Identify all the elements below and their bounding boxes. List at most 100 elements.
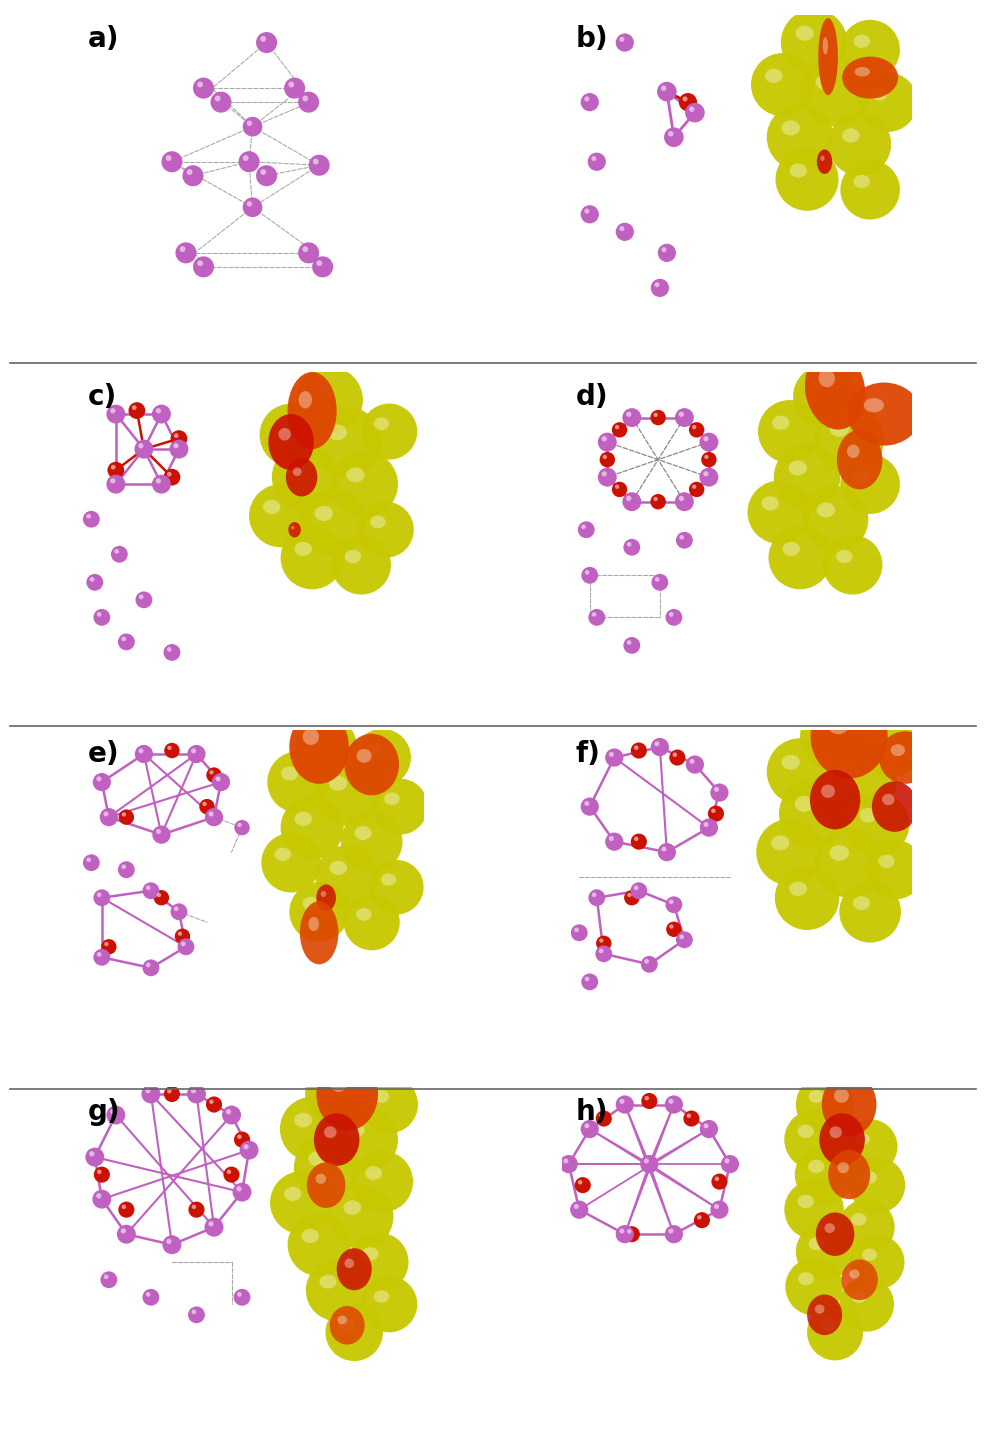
Ellipse shape bbox=[796, 1223, 853, 1281]
Circle shape bbox=[87, 574, 104, 591]
Circle shape bbox=[234, 1289, 250, 1305]
Circle shape bbox=[298, 91, 319, 113]
Ellipse shape bbox=[299, 391, 312, 408]
Ellipse shape bbox=[858, 73, 917, 132]
Ellipse shape bbox=[314, 1114, 360, 1166]
Ellipse shape bbox=[837, 430, 882, 489]
Ellipse shape bbox=[294, 1112, 312, 1127]
Circle shape bbox=[171, 430, 187, 447]
Circle shape bbox=[188, 1202, 204, 1218]
Circle shape bbox=[624, 890, 640, 906]
Ellipse shape bbox=[810, 770, 861, 829]
Ellipse shape bbox=[289, 881, 349, 941]
Ellipse shape bbox=[351, 1151, 413, 1212]
Ellipse shape bbox=[854, 174, 870, 189]
Ellipse shape bbox=[795, 1144, 855, 1204]
Circle shape bbox=[592, 613, 597, 617]
Ellipse shape bbox=[259, 404, 322, 466]
Circle shape bbox=[699, 468, 719, 486]
Circle shape bbox=[701, 452, 717, 468]
Ellipse shape bbox=[882, 794, 894, 806]
Circle shape bbox=[138, 443, 144, 449]
Ellipse shape bbox=[775, 865, 839, 929]
Circle shape bbox=[605, 832, 623, 851]
Circle shape bbox=[669, 925, 673, 929]
Circle shape bbox=[700, 819, 718, 836]
Ellipse shape bbox=[847, 382, 921, 446]
Ellipse shape bbox=[280, 1096, 344, 1162]
Ellipse shape bbox=[356, 908, 372, 921]
Circle shape bbox=[619, 227, 624, 231]
Ellipse shape bbox=[872, 781, 917, 832]
Ellipse shape bbox=[761, 497, 779, 511]
Circle shape bbox=[114, 549, 119, 553]
Ellipse shape bbox=[324, 1127, 336, 1138]
Circle shape bbox=[615, 33, 634, 52]
Circle shape bbox=[692, 425, 696, 430]
Circle shape bbox=[662, 847, 667, 851]
Circle shape bbox=[654, 497, 658, 501]
Circle shape bbox=[608, 752, 614, 756]
Ellipse shape bbox=[370, 515, 386, 529]
Circle shape bbox=[708, 806, 724, 822]
Circle shape bbox=[135, 745, 153, 764]
Circle shape bbox=[619, 1228, 624, 1234]
Circle shape bbox=[627, 1230, 631, 1234]
Ellipse shape bbox=[346, 1122, 365, 1138]
Circle shape bbox=[197, 81, 203, 87]
Circle shape bbox=[592, 155, 597, 161]
Circle shape bbox=[686, 1114, 691, 1118]
Circle shape bbox=[645, 1096, 649, 1101]
Circle shape bbox=[146, 886, 151, 890]
Circle shape bbox=[679, 534, 684, 540]
Ellipse shape bbox=[293, 468, 302, 476]
Circle shape bbox=[256, 166, 277, 186]
Circle shape bbox=[83, 854, 100, 871]
Circle shape bbox=[177, 938, 194, 955]
Ellipse shape bbox=[366, 743, 383, 756]
Ellipse shape bbox=[871, 732, 887, 745]
Ellipse shape bbox=[802, 486, 869, 553]
Ellipse shape bbox=[823, 534, 882, 594]
Circle shape bbox=[589, 889, 605, 906]
Ellipse shape bbox=[314, 759, 381, 826]
Ellipse shape bbox=[815, 1212, 855, 1256]
Circle shape bbox=[581, 205, 599, 224]
Circle shape bbox=[206, 1096, 222, 1112]
Ellipse shape bbox=[879, 855, 894, 868]
Ellipse shape bbox=[306, 1259, 368, 1321]
Ellipse shape bbox=[294, 1135, 358, 1199]
Ellipse shape bbox=[274, 848, 291, 861]
Circle shape bbox=[132, 405, 136, 409]
Circle shape bbox=[174, 906, 178, 912]
Ellipse shape bbox=[312, 383, 329, 398]
Circle shape bbox=[118, 861, 135, 878]
Ellipse shape bbox=[796, 1076, 853, 1133]
Circle shape bbox=[605, 748, 623, 767]
Circle shape bbox=[631, 742, 647, 758]
Circle shape bbox=[651, 409, 666, 425]
Circle shape bbox=[694, 1212, 710, 1228]
Circle shape bbox=[163, 1236, 181, 1255]
Circle shape bbox=[703, 822, 709, 828]
Ellipse shape bbox=[784, 1180, 844, 1240]
Ellipse shape bbox=[261, 833, 320, 893]
Circle shape bbox=[676, 531, 693, 549]
Circle shape bbox=[156, 478, 161, 484]
Circle shape bbox=[86, 514, 91, 518]
Ellipse shape bbox=[309, 732, 326, 745]
Ellipse shape bbox=[331, 452, 398, 517]
Circle shape bbox=[209, 1099, 214, 1104]
Ellipse shape bbox=[337, 1316, 347, 1324]
Ellipse shape bbox=[828, 113, 891, 176]
Circle shape bbox=[154, 890, 170, 906]
Ellipse shape bbox=[330, 1076, 347, 1092]
Ellipse shape bbox=[357, 749, 372, 762]
Circle shape bbox=[134, 440, 154, 459]
Ellipse shape bbox=[782, 755, 800, 770]
Ellipse shape bbox=[316, 845, 379, 909]
Circle shape bbox=[597, 935, 611, 951]
Ellipse shape bbox=[862, 1170, 877, 1183]
Ellipse shape bbox=[820, 155, 824, 161]
Ellipse shape bbox=[834, 1089, 849, 1102]
